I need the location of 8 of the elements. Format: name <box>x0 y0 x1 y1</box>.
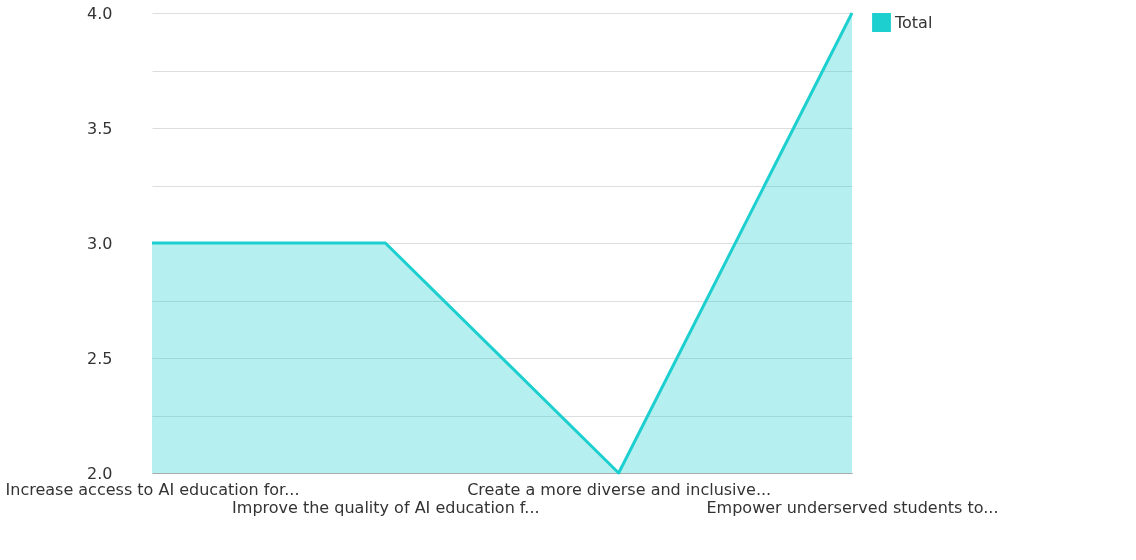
y-tick-label: 3.5 <box>87 118 113 138</box>
legend-label: Total <box>894 12 933 32</box>
x-tick-label: Empower underserved students to... <box>706 497 999 517</box>
x-tick-label: Create a more diverse and inclusive... <box>467 479 772 499</box>
y-tick-label: 3.0 <box>87 233 113 253</box>
x-tick-label: Improve the quality of AI education f... <box>232 497 540 517</box>
y-tick-label: 4.0 <box>87 3 113 23</box>
y-tick-label: 2.5 <box>87 348 113 368</box>
